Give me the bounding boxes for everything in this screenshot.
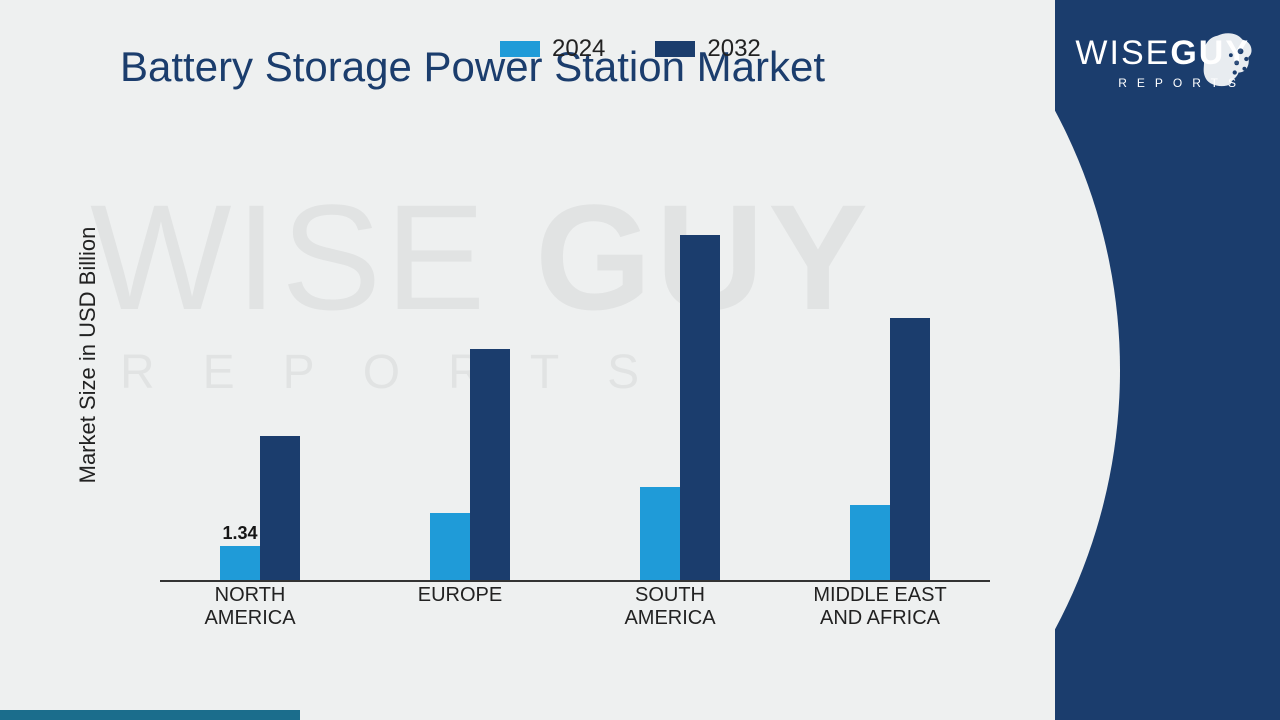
data-label: 1.34: [210, 523, 270, 544]
bar-group: 1.34NORTH AMERICA: [200, 436, 320, 580]
bottom-accent-bar: [0, 710, 300, 720]
legend-swatch-2024: [500, 41, 540, 57]
bar-2024: [640, 487, 680, 580]
brain-head-icon: [1198, 30, 1256, 88]
bar-group: EUROPE: [410, 349, 530, 580]
y-axis-label: Market Size in USD Billion: [75, 145, 105, 565]
chart-area: Market Size in USD Billion 1.34NORTH AME…: [50, 160, 1000, 690]
legend: 2024 2032: [500, 35, 761, 63]
bar-2024: [850, 505, 890, 580]
legend-label-2032: 2032: [707, 35, 760, 63]
bar-2032: [260, 436, 300, 580]
bar-2024: [220, 546, 260, 580]
legend-swatch-2032: [655, 41, 695, 57]
brand-logo: WISEGUY REPORTS: [1000, 36, 1250, 90]
category-label: EUROPE: [380, 580, 540, 607]
legend-label-2024: 2024: [552, 35, 605, 63]
bar-group: SOUTH AMERICA: [620, 235, 740, 580]
category-label: NORTH AMERICA: [170, 580, 330, 630]
bar-2032: [470, 349, 510, 580]
category-label: MIDDLE EAST AND AFRICA: [800, 580, 960, 630]
bar-2024: [430, 513, 470, 580]
bar-2032: [890, 318, 930, 580]
plot-region: 1.34NORTH AMERICA EUROPE SOUTH AMERICA MIDD…: [160, 220, 990, 582]
brand-word-1: WISE: [1075, 34, 1170, 72]
legend-item-2032: 2032: [655, 35, 760, 63]
bar-2032: [680, 235, 720, 580]
legend-item-2024: 2024: [500, 35, 605, 63]
category-label: SOUTH AMERICA: [590, 580, 750, 630]
bar-group: MIDDLE EAST AND AFRICA: [830, 318, 950, 580]
stage: WISEGUY REPORTS WISE GUY REPORTS Battery…: [0, 0, 1280, 720]
